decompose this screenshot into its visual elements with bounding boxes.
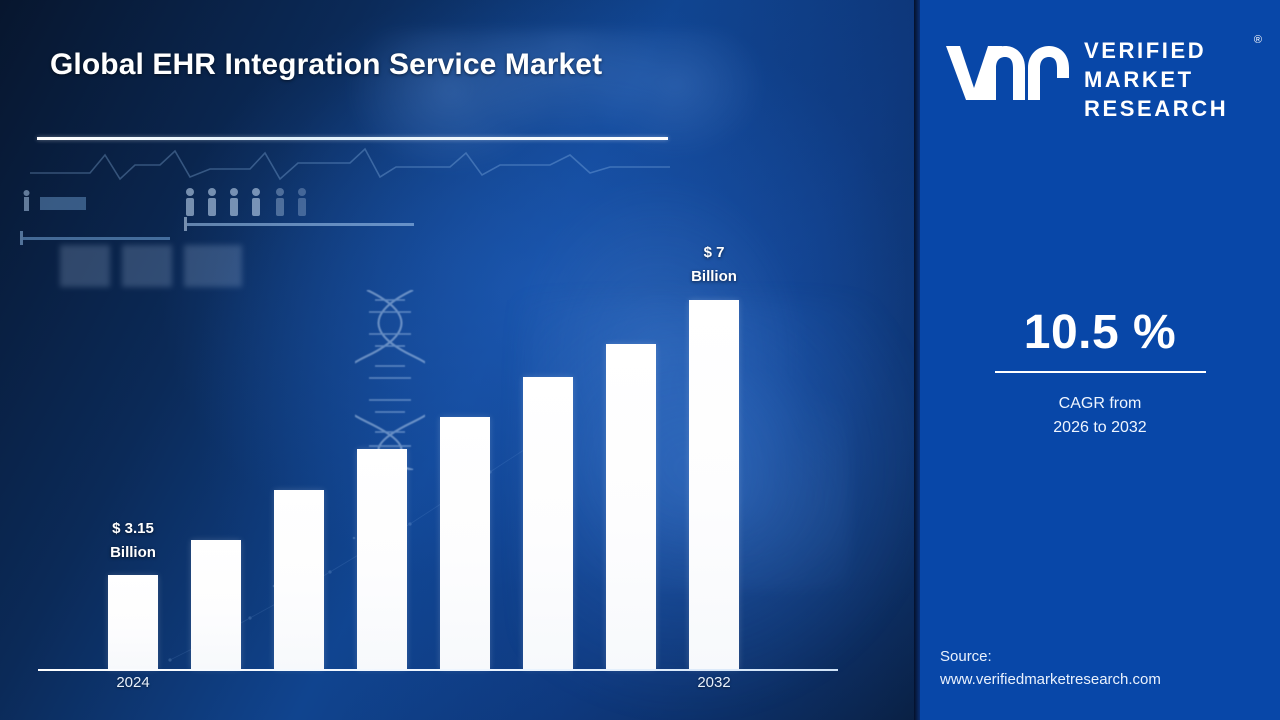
registered-trademark-icon: ® [1253, 34, 1262, 46]
bar-label-last: $ 7 Billion [654, 241, 774, 289]
source-label: Source: [940, 648, 992, 665]
background-people-icons [184, 188, 414, 231]
bar-2032 [689, 300, 739, 669]
bar-2027 [357, 449, 407, 669]
cagr-caption: CAGR from 2026 to 2032 [920, 392, 1280, 440]
bar-label-first: $ 3.15 Billion [73, 517, 193, 565]
title-divider [37, 137, 668, 140]
cagr-caption-line-1: CAGR from [1058, 395, 1142, 412]
bar-2024 [108, 575, 158, 669]
cagr-divider [995, 371, 1206, 373]
vmr-logo-icon [946, 46, 1069, 100]
cagr-caption-line-2: 2026 to 2032 [1053, 419, 1147, 436]
background-dna-helix-icon [355, 290, 425, 470]
brand-logo[interactable]: VERIFIED MARKET RESEARCH ® [944, 30, 1264, 121]
panel-divider [914, 0, 920, 720]
background-ekg-line-icon [30, 147, 670, 181]
x-axis-label-start: 2024 [116, 674, 150, 691]
cagr-value: 10.5 % [1023, 306, 1177, 359]
source-url[interactable]: www.verifiedmarketresearch.com [940, 671, 1161, 689]
bar-2025 [191, 540, 241, 669]
bar-2028 [440, 417, 490, 669]
background-hud-bars-icon [20, 190, 170, 245]
source-block: Source: www.verifiedmarketresearch.com [940, 645, 1280, 692]
bar-label-last-value: $ 7 [703, 244, 725, 261]
brand-name-line-3: RESEARCH [1084, 96, 1229, 122]
background-card-shapes [60, 245, 242, 295]
bar-chart: $ 3.15 Billion $ 7 Billion 2024 2032 [38, 241, 838, 691]
chart-baseline-axis [38, 669, 838, 671]
bar-label-last-unit: Billion [691, 268, 737, 285]
background-hand-image [330, 30, 850, 590]
bar-label-first-value: $ 3.15 [112, 520, 154, 537]
brand-name-line-1: VERIFIED [1084, 38, 1207, 63]
bar-2030 [606, 344, 656, 669]
chart-panel: Global EHR Integration Service Market $ … [0, 0, 920, 720]
page-title: Global EHR Integration Service Market [50, 48, 603, 81]
bar-2026 [274, 490, 324, 669]
bar-2029 [523, 377, 573, 669]
x-axis-label-end: 2032 [697, 674, 731, 691]
brand-name-line-2: MARKET [1084, 67, 1194, 93]
brand-name: VERIFIED MARKET RESEARCH [1084, 36, 1228, 123]
bar-label-first-unit: Billion [110, 544, 156, 561]
brand-panel: VERIFIED MARKET RESEARCH ® 10.5 % CAGR f… [920, 0, 1280, 720]
